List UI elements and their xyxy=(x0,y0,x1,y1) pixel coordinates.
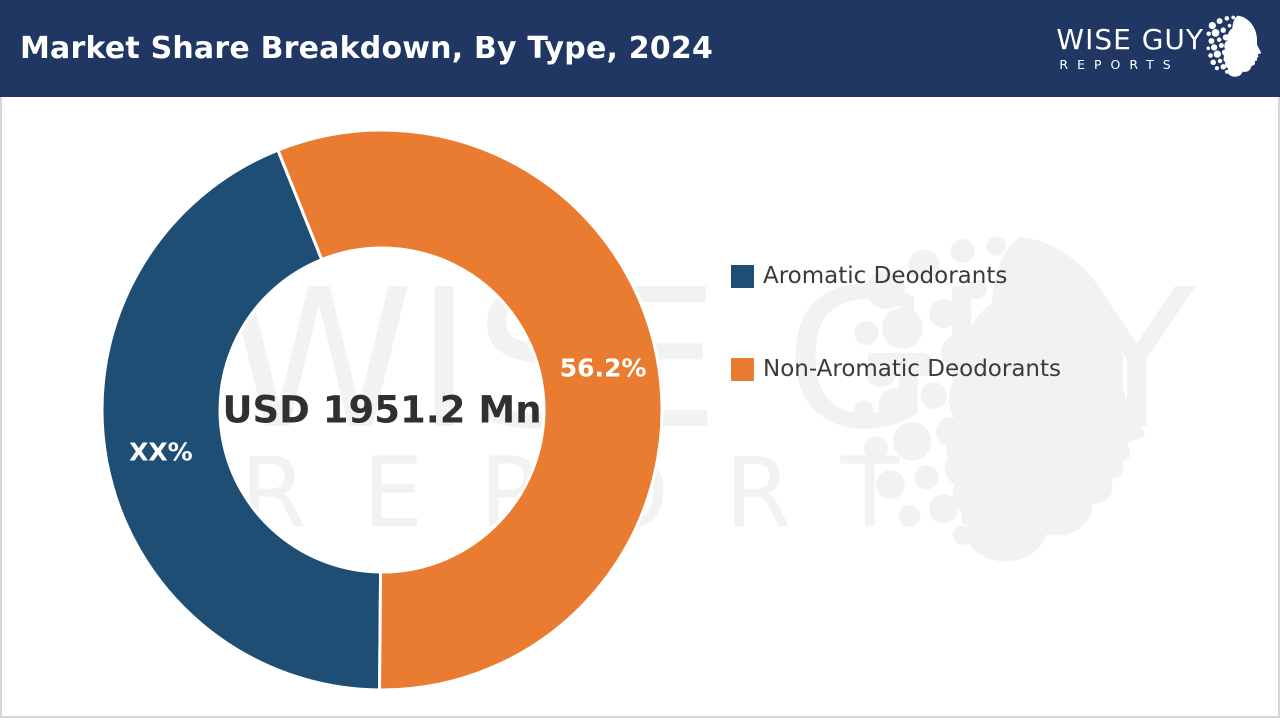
slice-label-non-aromatic: 56.2% xyxy=(559,353,647,383)
logo-face-icon xyxy=(1206,15,1262,77)
page-title: Market Share Breakdown, By Type, 2024 xyxy=(20,31,714,66)
legend-label-non-aromatic: Non-Aromatic Deodorants xyxy=(763,356,1062,382)
legend-label-aromatic: Aromatic Deodorants xyxy=(763,263,1008,289)
slice-label-aromatic: XX% xyxy=(129,437,193,467)
legend-swatch-aromatic xyxy=(731,264,754,288)
chart-legend: Aromatic Deodorants Non-Aromatic Deodora… xyxy=(731,263,1061,382)
chart-area: WISE GUY REPORTS XX% 56.2% USD 1951.2 Mn… xyxy=(0,97,1280,718)
header-bar: Market Share Breakdown, By Type, 2024 WI… xyxy=(0,0,1280,97)
legend-item-non-aromatic: Non-Aromatic Deodorants xyxy=(731,356,1061,382)
logo-subtext: REPORTS xyxy=(1059,56,1180,72)
legend-item-aromatic: Aromatic Deodorants xyxy=(731,263,1061,289)
donut-chart xyxy=(100,128,664,692)
donut-center-value: USD 1951.2 Mn xyxy=(222,388,542,432)
legend-swatch-non-aromatic xyxy=(731,357,754,381)
logo-wordmark: WISE GUY xyxy=(1056,22,1204,56)
wise-guy-logo: WISE GUY REPORTS xyxy=(1056,0,1264,97)
